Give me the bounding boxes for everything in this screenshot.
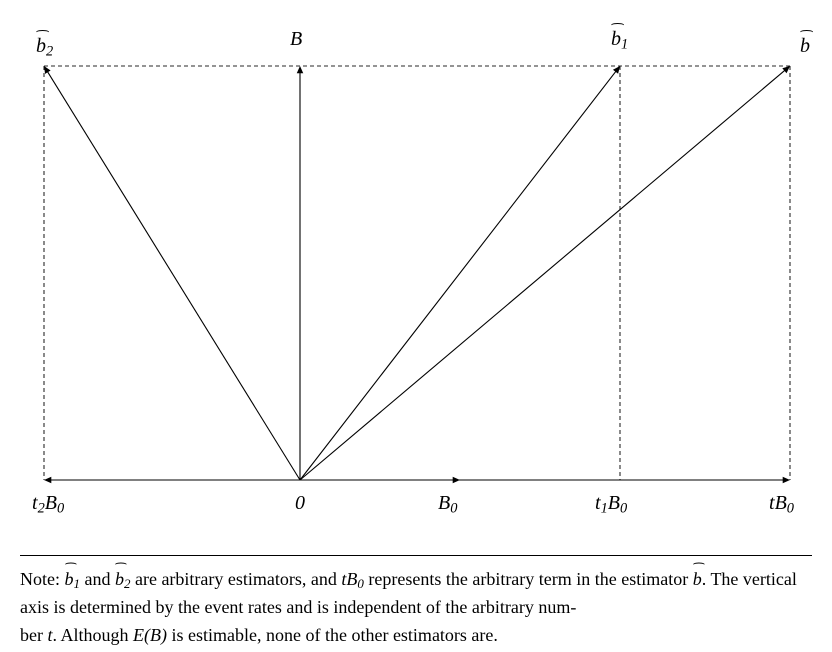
note-text-a: and (80, 569, 115, 589)
label-t1B0: t1B0 (595, 492, 627, 518)
note-text-g: is estimable, none of the other estimato… (167, 625, 498, 645)
note-prefix: Note: (20, 569, 65, 589)
note-text-c: represents the arbitrary term in the est… (364, 569, 693, 589)
label-tB0: tB0 (769, 492, 794, 518)
label-b-hat: b (800, 35, 810, 58)
note-text-e: ber (20, 625, 47, 645)
note-text-f: . Although (53, 625, 134, 645)
vector-diagram: B b1 b b2 0 B0 t1B0 tB0 t2B0 (20, 10, 812, 530)
label-B: B (290, 28, 302, 51)
diagram-svg (20, 10, 812, 530)
label-b1-hat: b1 (611, 28, 628, 54)
label-zero: 0 (295, 492, 305, 515)
label-b2-hat: b2 (36, 35, 53, 61)
figure-note: Note: b1 and b2 are arbitrary estimators… (20, 566, 812, 650)
note-text-b: are arbitrary estimators, and (130, 569, 341, 589)
label-B0: B0 (438, 492, 457, 518)
label-t2B0: t2B0 (32, 492, 64, 518)
